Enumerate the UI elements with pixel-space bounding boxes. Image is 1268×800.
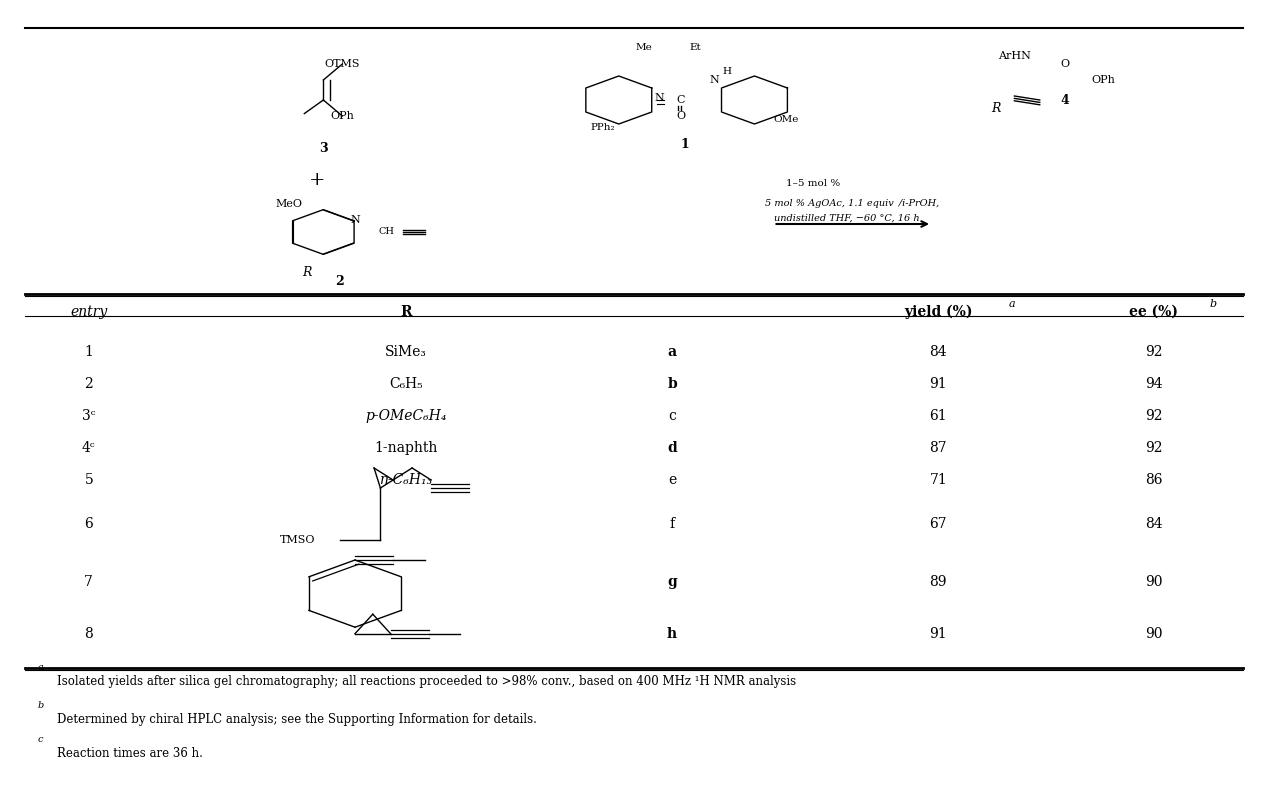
- Text: 8: 8: [85, 626, 93, 641]
- Text: 90: 90: [1145, 574, 1163, 589]
- Text: 91: 91: [929, 626, 947, 641]
- Text: Reaction times are 36 h.: Reaction times are 36 h.: [57, 747, 203, 760]
- Text: 3ᶜ: 3ᶜ: [82, 409, 95, 423]
- Text: O: O: [1060, 59, 1070, 69]
- Text: b: b: [38, 702, 44, 710]
- Text: 4: 4: [1061, 94, 1069, 106]
- Text: R: R: [302, 266, 312, 278]
- Text: e: e: [668, 473, 676, 487]
- Text: entry: entry: [70, 305, 108, 319]
- Text: 5 mol % AgOAc, 1.1 equiv  /i-PrOH,: 5 mol % AgOAc, 1.1 equiv /i-PrOH,: [765, 199, 940, 209]
- Text: OPh: OPh: [1092, 75, 1115, 85]
- Text: OMe: OMe: [773, 115, 799, 125]
- Text: a: a: [1008, 299, 1016, 309]
- Text: Me: Me: [635, 43, 653, 53]
- Text: c: c: [668, 409, 676, 423]
- Text: CH: CH: [379, 227, 394, 237]
- Text: undistilled THF, −60 °C, 16 h: undistilled THF, −60 °C, 16 h: [775, 214, 919, 223]
- Text: 5: 5: [85, 473, 93, 487]
- Text: 4ᶜ: 4ᶜ: [82, 441, 95, 455]
- Text: 2: 2: [85, 377, 93, 391]
- Text: 84: 84: [929, 345, 947, 359]
- Text: b: b: [667, 377, 677, 391]
- Text: PPh₂: PPh₂: [590, 123, 615, 133]
- Text: 3: 3: [320, 142, 327, 154]
- Text: O: O: [676, 111, 686, 121]
- Text: OPh: OPh: [331, 111, 354, 121]
- Text: c: c: [38, 735, 43, 744]
- Text: 86: 86: [1145, 473, 1163, 487]
- Text: 91: 91: [929, 377, 947, 391]
- Text: N: N: [350, 215, 360, 225]
- Text: 1–5 mol %: 1–5 mol %: [786, 179, 841, 189]
- Text: a: a: [38, 663, 44, 672]
- Text: ee (%): ee (%): [1130, 305, 1178, 319]
- Text: N: N: [654, 93, 664, 102]
- Text: 1: 1: [681, 138, 689, 150]
- Text: 67: 67: [929, 517, 947, 531]
- Text: Et: Et: [689, 43, 701, 53]
- Text: Determined by chiral HPLC analysis; see the Supporting Information for details.: Determined by chiral HPLC analysis; see …: [57, 714, 536, 726]
- Text: 92: 92: [1145, 345, 1163, 359]
- Text: p-OMeC₆H₄: p-OMeC₆H₄: [365, 409, 446, 423]
- Text: n-C₆H₁₃: n-C₆H₁₃: [379, 473, 432, 487]
- Text: 94: 94: [1145, 377, 1163, 391]
- Text: d: d: [667, 441, 677, 455]
- Text: g: g: [667, 574, 677, 589]
- Text: Isolated yields after silica gel chromatography; all reactions proceeded to >98%: Isolated yields after silica gel chromat…: [57, 675, 796, 688]
- Text: 84: 84: [1145, 517, 1163, 531]
- Text: 92: 92: [1145, 409, 1163, 423]
- Text: a: a: [667, 345, 677, 359]
- Text: ArHN: ArHN: [998, 51, 1031, 61]
- Text: 7: 7: [85, 574, 93, 589]
- Text: h: h: [667, 626, 677, 641]
- Text: C: C: [677, 95, 685, 105]
- Text: +: +: [308, 171, 326, 189]
- Text: OTMS: OTMS: [325, 59, 360, 69]
- Text: N: N: [709, 75, 719, 85]
- Text: 92: 92: [1145, 441, 1163, 455]
- Text: SiMe₃: SiMe₃: [384, 345, 427, 359]
- Text: R: R: [399, 305, 412, 319]
- Text: 89: 89: [929, 574, 947, 589]
- Text: 61: 61: [929, 409, 947, 423]
- Text: f: f: [670, 517, 675, 531]
- Text: C₆H₅: C₆H₅: [389, 377, 422, 391]
- Text: 71: 71: [929, 473, 947, 487]
- Text: R: R: [990, 102, 1000, 114]
- Text: yield (%): yield (%): [904, 305, 973, 319]
- Text: MeO: MeO: [275, 199, 303, 209]
- Text: H: H: [721, 67, 732, 77]
- Text: TMSO: TMSO: [280, 535, 316, 545]
- Text: 1: 1: [85, 345, 93, 359]
- Text: 1-naphth: 1-naphth: [374, 441, 437, 455]
- Text: 90: 90: [1145, 626, 1163, 641]
- Text: 6: 6: [85, 517, 93, 531]
- Text: 87: 87: [929, 441, 947, 455]
- Text: 2: 2: [336, 275, 344, 288]
- Text: b: b: [1210, 299, 1217, 309]
